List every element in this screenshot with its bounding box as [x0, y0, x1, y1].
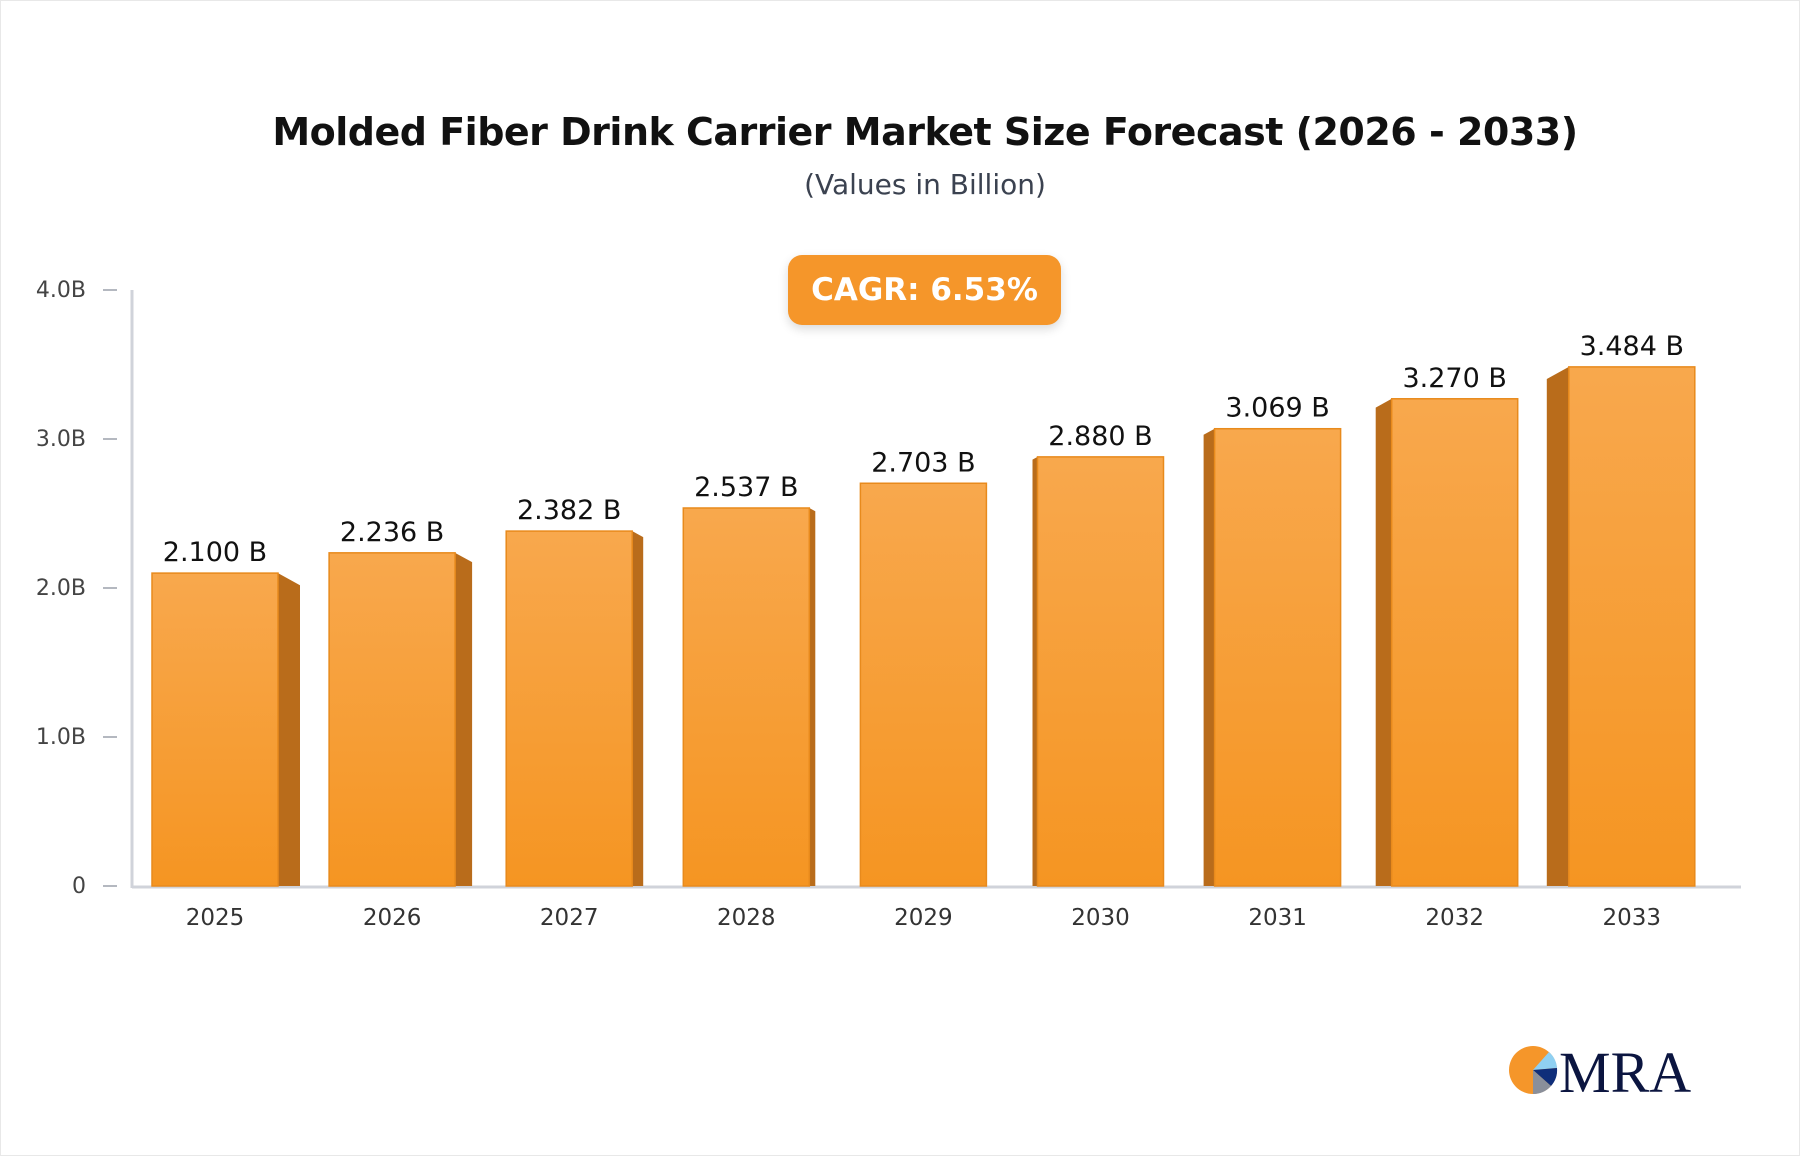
- x-tick-label: 2029: [894, 905, 953, 931]
- bar-side: [632, 531, 644, 886]
- x-tick-label: 2026: [363, 905, 422, 931]
- bar: [505, 530, 633, 887]
- data-label: 3.484 B: [1580, 331, 1684, 362]
- bar: [1036, 456, 1165, 887]
- bar: [682, 507, 811, 887]
- data-label: 2.236 B: [340, 517, 444, 548]
- bar: [1213, 427, 1342, 887]
- bar: [328, 552, 456, 887]
- y-tick-label: 0: [72, 874, 86, 899]
- chart-subtitle: (Values in Billion): [804, 168, 1046, 201]
- x-tick-label: 2031: [1248, 905, 1307, 931]
- x-tick-label: 2027: [540, 905, 599, 931]
- y-tick-label: 1.0B: [36, 725, 86, 750]
- data-label: 3.069 B: [1225, 393, 1329, 424]
- bar-side: [1546, 366, 1569, 886]
- data-label: 2.382 B: [517, 495, 621, 526]
- bar-side: [1203, 428, 1215, 886]
- y-tick-label: 2.0B: [36, 576, 86, 601]
- chart-title: Molded Fiber Drink Carrier Market Size F…: [272, 110, 1578, 154]
- bar: [1390, 398, 1519, 887]
- cagr-badge: CAGR: 6.53%: [788, 255, 1061, 325]
- data-label: 3.270 B: [1402, 363, 1506, 394]
- bar-side: [1032, 456, 1038, 886]
- mra-logo: MRA: [1509, 1040, 1691, 1100]
- x-tick-label: 2028: [717, 905, 776, 931]
- bar: [1568, 366, 1696, 887]
- bar-side: [1375, 398, 1392, 886]
- data-label: 2.703 B: [871, 447, 975, 478]
- svg-text:MRA: MRA: [1559, 1040, 1691, 1100]
- data-label: 2.537 B: [694, 472, 798, 503]
- x-tick-label: 2030: [1071, 905, 1130, 931]
- x-tick-label: 2025: [186, 905, 245, 931]
- data-label: 2.880 B: [1048, 421, 1152, 452]
- bar: [859, 482, 988, 887]
- x-tick-label: 2032: [1425, 905, 1484, 931]
- bar-side: [809, 507, 816, 886]
- y-tick-label: 3.0B: [36, 427, 86, 452]
- data-label: 2.100 B: [163, 537, 267, 568]
- bar: [151, 572, 279, 887]
- bar-side: [278, 573, 300, 886]
- y-tick-label: 4.0B: [36, 278, 86, 303]
- bar-side: [455, 552, 473, 886]
- x-tick-label: 2033: [1603, 905, 1662, 931]
